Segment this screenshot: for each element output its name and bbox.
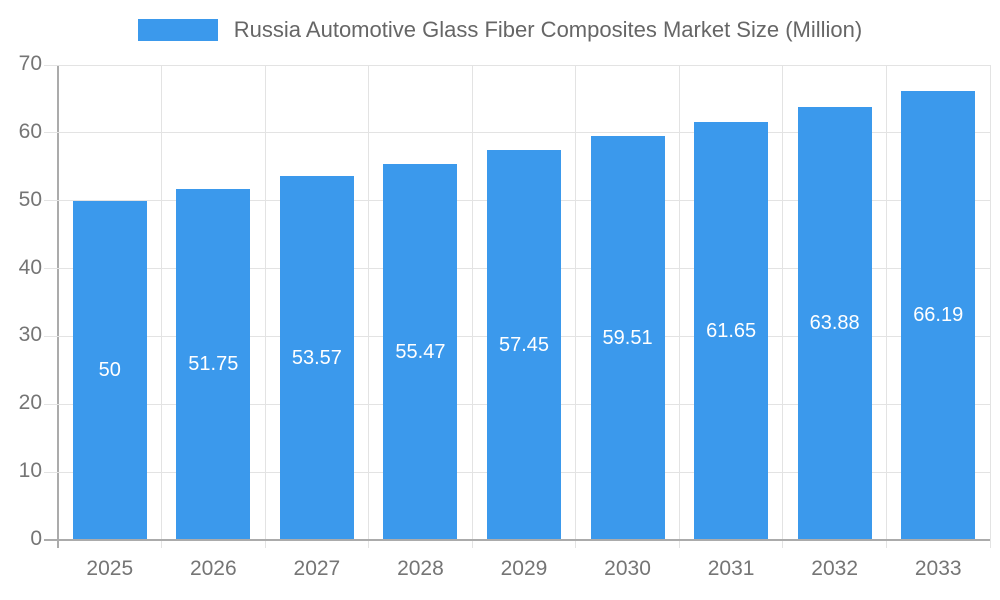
x-gridline <box>161 65 163 548</box>
x-gridline <box>471 65 473 548</box>
y-axis-line <box>57 65 59 548</box>
bar-value-label: 53.57 <box>291 347 342 370</box>
x-tick-label: 2032 <box>811 557 858 580</box>
bar-2030: 59.51 <box>590 136 665 540</box>
y-gridline <box>44 132 990 134</box>
x-tick-label: 2031 <box>707 557 755 580</box>
bar-value-label: 50 <box>98 359 121 382</box>
bar-2033: 66.19 <box>901 90 976 540</box>
x-gridline <box>989 65 991 548</box>
x-gridline <box>264 65 266 548</box>
x-gridline <box>575 65 577 548</box>
x-tick-label: 2026 <box>189 557 237 580</box>
bar-2028: 55.47 <box>383 163 458 540</box>
x-axis-line <box>44 539 990 541</box>
bar-value-label: 63.88 <box>809 312 860 335</box>
x-gridline <box>678 65 680 548</box>
bar-2031: 61.65 <box>694 121 769 540</box>
bar-2025: 50 <box>72 200 147 540</box>
y-tick-label: 40 <box>18 255 42 279</box>
legend: Russia Automotive Glass Fiber Composites… <box>0 17 1000 43</box>
x-tick-label: 2028 <box>397 557 444 580</box>
y-tick-label: 60 <box>18 119 42 143</box>
x-tick-label: 2027 <box>293 557 341 580</box>
y-tick-label: 30 <box>18 323 42 347</box>
x-tick-label: 2025 <box>86 557 134 580</box>
x-gridline <box>885 65 887 548</box>
y-tick-label: 0 <box>30 527 42 551</box>
bar-value-label: 61.65 <box>706 319 757 342</box>
x-tick-label: 2033 <box>914 557 962 580</box>
bar-value-label: 57.45 <box>498 334 550 357</box>
bar-2026: 51.75 <box>176 188 251 540</box>
x-tick-label: 2029 <box>500 557 548 580</box>
bar-2027: 53.57 <box>279 176 354 540</box>
y-tick-label: 10 <box>18 459 42 483</box>
bar-value-label: 51.75 <box>188 353 239 376</box>
bar-value-label: 55.47 <box>395 340 446 363</box>
legend-swatch-icon <box>137 19 218 41</box>
y-tick-label: 70 <box>18 52 42 76</box>
y-gridline <box>44 64 990 66</box>
x-gridline <box>782 65 784 548</box>
y-tick-label: 50 <box>18 187 42 211</box>
y-tick-label: 20 <box>18 391 42 415</box>
bar-2032: 63.88 <box>797 106 872 540</box>
bar-value-label: 66.19 <box>913 304 964 327</box>
bar-2029: 57.45 <box>487 150 561 540</box>
x-tick-label: 2030 <box>604 557 651 580</box>
x-gridline <box>368 65 370 548</box>
bar-value-label: 59.51 <box>602 327 653 350</box>
legend-label: Russia Automotive Glass Fiber Composites… <box>233 17 863 42</box>
